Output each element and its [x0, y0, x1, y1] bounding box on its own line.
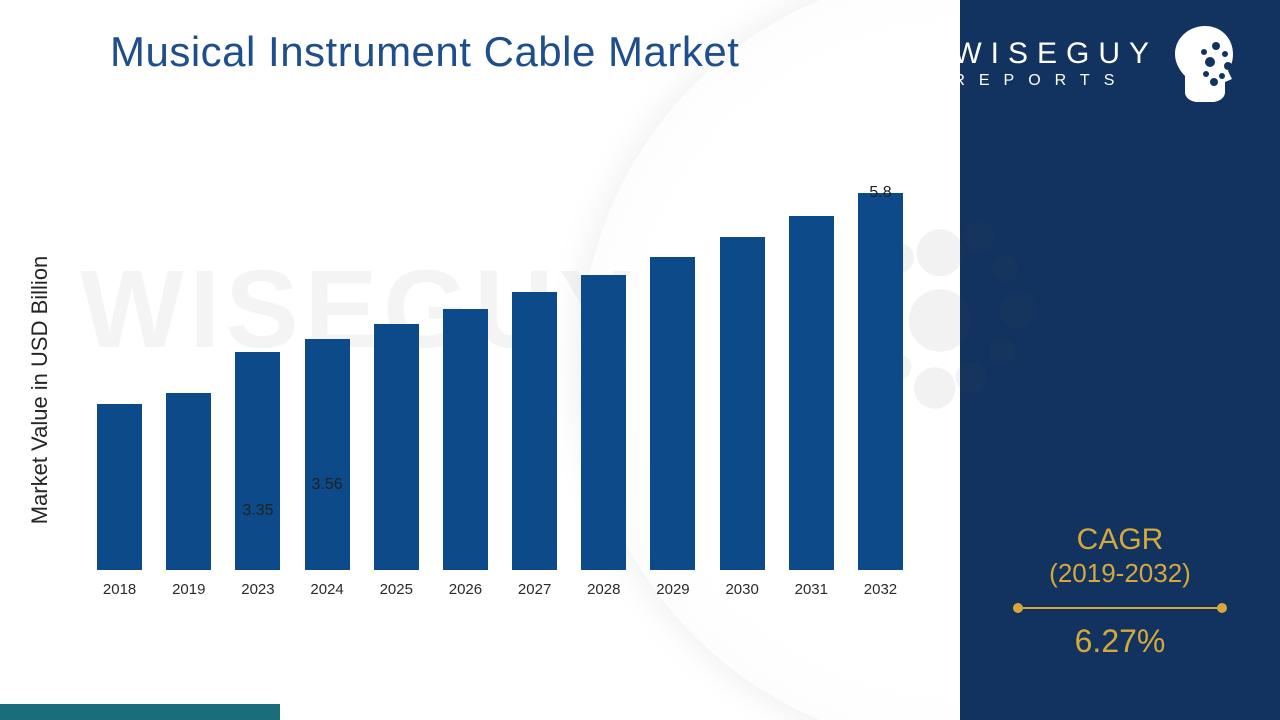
brand-line1: WISEGUY	[953, 39, 1158, 69]
x-tick-label: 2031	[795, 581, 828, 598]
x-tick-label: 2026	[449, 581, 482, 598]
cagr-label: CAGR	[1015, 521, 1225, 559]
x-tick-label: 2023	[241, 581, 274, 598]
bar-value-label: 3.56	[312, 476, 343, 494]
canvas: WISEGUY Musical Instrument Cable Market …	[0, 0, 1280, 720]
x-tick-label: 2028	[587, 581, 620, 598]
x-tick-label: 2030	[725, 581, 758, 598]
cagr-divider	[1015, 607, 1225, 609]
x-tick-label: 2027	[518, 581, 551, 598]
bar-chart: Market Value in USD Billion 201820193.35…	[60, 180, 910, 600]
y-axis-label: Market Value in USD Billion	[27, 256, 53, 525]
cagr-block: CAGR (2019-2032) 6.27%	[1015, 521, 1225, 661]
bar-column: 2030	[713, 237, 772, 570]
bar-column: 2019	[159, 393, 218, 570]
bar	[720, 237, 765, 570]
brand-logo: WISEGUY REPORTS	[953, 24, 1240, 104]
bar-column: 5.82032	[851, 193, 910, 570]
bar	[374, 324, 419, 570]
bar-column: 2031	[782, 216, 841, 570]
bar-column: 2026	[436, 309, 495, 570]
brand-head-icon	[1170, 24, 1240, 104]
bars-container: 201820193.3520233.5620242025202620272028…	[90, 180, 910, 570]
bar	[97, 404, 142, 570]
bar-column: 3.562024	[298, 339, 357, 570]
bar	[235, 352, 280, 570]
cagr-value: 6.27%	[1015, 623, 1225, 660]
x-tick-label: 2032	[864, 581, 897, 598]
bar-column: 2028	[574, 275, 633, 570]
bar-value-label: 5.8	[869, 184, 891, 202]
bar	[789, 216, 834, 570]
bar	[443, 309, 488, 570]
bar	[858, 193, 903, 570]
bar-value-label: 3.35	[242, 502, 273, 520]
bar-column: 3.352023	[228, 352, 287, 570]
bar-column: 2018	[90, 404, 149, 570]
bar	[166, 393, 211, 570]
bar	[305, 339, 350, 570]
chart-title: Musical Instrument Cable Market	[110, 28, 739, 76]
x-tick-label: 2024	[310, 581, 343, 598]
cagr-range: (2019-2032)	[1015, 558, 1225, 589]
bar-column: 2025	[367, 324, 426, 570]
x-tick-label: 2025	[380, 581, 413, 598]
x-tick-label: 2029	[656, 581, 689, 598]
bar	[512, 292, 557, 570]
bar-column: 2029	[643, 257, 702, 570]
brand-line2: REPORTS	[953, 73, 1158, 89]
bar	[581, 275, 626, 570]
bar	[650, 257, 695, 570]
x-tick-label: 2018	[103, 581, 136, 598]
bar-column: 2027	[505, 292, 564, 570]
bottom-strip	[0, 704, 280, 720]
x-tick-label: 2019	[172, 581, 205, 598]
